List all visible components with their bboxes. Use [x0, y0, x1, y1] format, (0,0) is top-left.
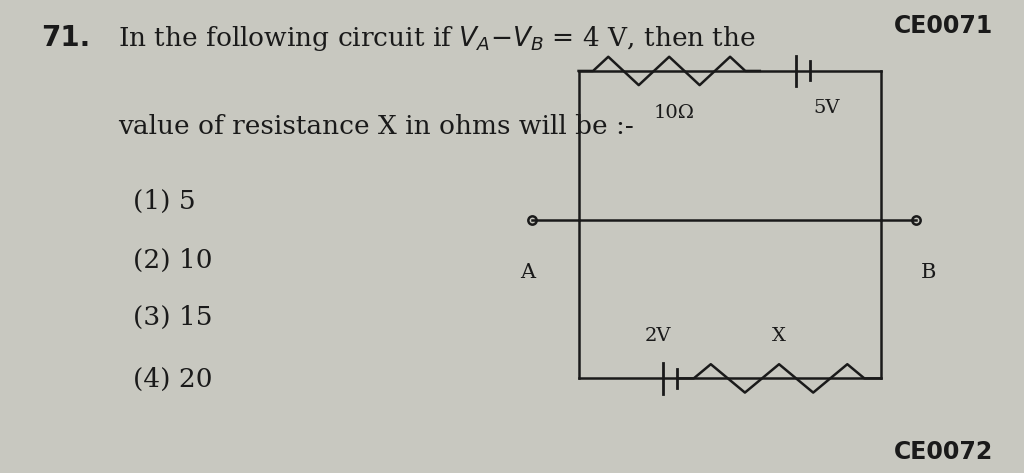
Text: CE0071: CE0071 — [894, 14, 993, 38]
Text: (3) 15: (3) 15 — [133, 305, 213, 330]
Text: 2V: 2V — [645, 327, 672, 345]
Text: X: X — [772, 327, 786, 345]
Text: A: A — [520, 263, 535, 281]
Text: 5V: 5V — [813, 99, 840, 117]
Text: B: B — [921, 263, 937, 281]
Text: (4) 20: (4) 20 — [133, 367, 213, 392]
Text: (1) 5: (1) 5 — [133, 189, 196, 214]
Text: value of resistance X in ohms will be :-: value of resistance X in ohms will be :- — [118, 114, 634, 139]
Text: 10Ω: 10Ω — [653, 104, 695, 122]
Text: CE0072: CE0072 — [894, 439, 993, 464]
Text: 71.: 71. — [41, 24, 90, 52]
Text: In the following circuit if $V_A$$-V_B$ = 4 V, then the: In the following circuit if $V_A$$-V_B$ … — [118, 24, 756, 53]
Text: (2) 10: (2) 10 — [133, 248, 213, 273]
